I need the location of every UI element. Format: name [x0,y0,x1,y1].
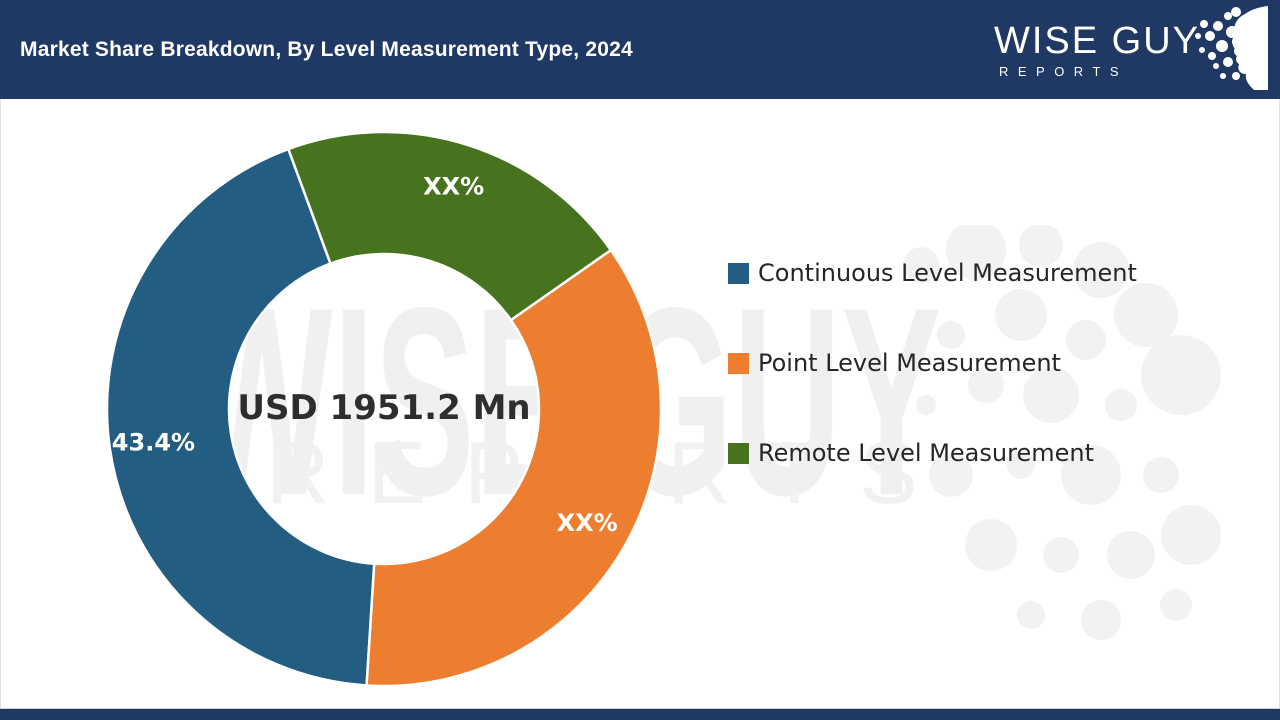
wiseguy-logo: WISE GUY REPORTS [993,6,1268,92]
segment-label: 43.4% [112,429,195,457]
chart-area: WISE GUY REPORTS 43.4%XX%XX% USD 1951.2 … [0,99,1280,708]
watermark-face [903,225,1221,640]
segment-label: XX% [423,173,484,201]
legend-swatch [728,262,749,284]
legend-swatch [728,352,749,374]
chart-title: Market Share Breakdown, By Level Measure… [20,37,633,61]
legend-item: Continuous Level Measurement [728,258,1137,288]
logo-wordmark: WISE GUY [993,20,1200,63]
legend-label: Point Level Measurement [758,349,1061,377]
pie-segment [105,147,376,687]
header-bar: Market Share Breakdown, By Level Measure… [0,0,1280,99]
pie-segment [365,248,663,688]
segment-label: XX% [557,509,618,537]
logo-text: WISE GUY REPORTS [993,20,1200,79]
legend-label: Remote Level Measurement [758,439,1094,467]
logo-subtitle: REPORTS [998,63,1129,79]
legend: Continuous Level Measurement Point Level … [728,258,1137,528]
footer-bar [0,708,1280,720]
legend-swatch [728,442,749,464]
legend-item: Remote Level Measurement [728,438,1137,468]
legend-item: Point Level Measurement [728,348,1137,378]
donut-center-value: USD 1951.2 Mn [237,388,531,428]
donut-chart: 43.4% XX% XX% [105,130,663,688]
legend-label: Continuous Level Measurement [758,259,1137,287]
pie-segment [287,130,613,322]
logo-face-icon [1195,6,1268,90]
